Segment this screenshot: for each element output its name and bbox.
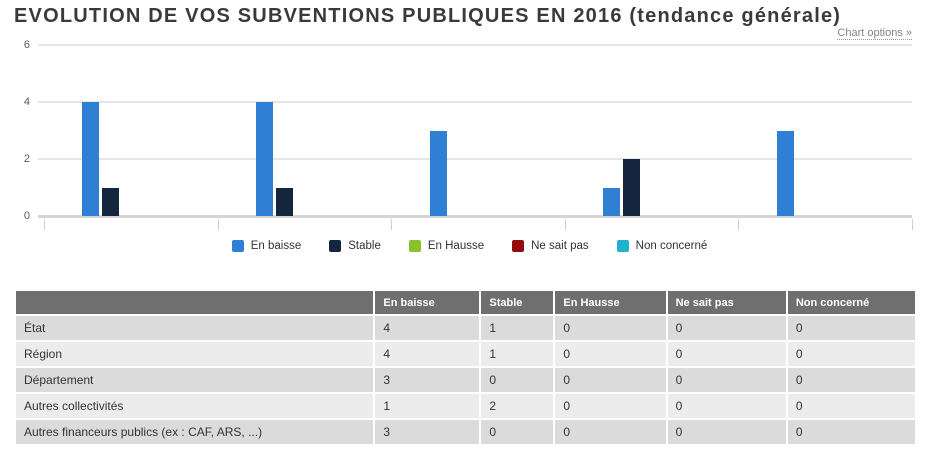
row-label-cell: État: [16, 316, 374, 340]
value-cell: 0: [555, 368, 666, 392]
x-axis-tick: [912, 219, 913, 230]
value-cell: 0: [787, 342, 915, 366]
value-cell: 0: [787, 316, 915, 340]
chart-legend: En baisse Stable En Hausse Ne sait pas Non c…: [0, 240, 939, 252]
bar[interactable]: [102, 187, 120, 216]
bar[interactable]: [603, 187, 621, 216]
bar[interactable]: [623, 159, 641, 216]
table-header-cell: [16, 291, 374, 314]
value-cell: 0: [667, 316, 786, 340]
x-axis-tick: [391, 219, 393, 230]
table-row: Région 4 1 0 0 0: [16, 342, 915, 366]
table-header-cell: Ne sait pas: [667, 291, 786, 314]
page-title: EVOLUTION DE VOS SUBVENTIONS PUBLIQUES E…: [14, 5, 842, 27]
table-header-cell: En Hausse: [555, 291, 666, 314]
x-axis-tick: [44, 219, 45, 230]
legend-item[interactable]: Stable: [329, 240, 381, 252]
row-label-cell: Autres collectivités: [16, 394, 374, 418]
x-axis-tick: [738, 219, 740, 230]
legend-item[interactable]: En baisse: [231, 240, 302, 252]
legend-swatch: [329, 240, 342, 252]
gridline: [38, 158, 912, 160]
table-row: État 4 1 0 0 0: [16, 316, 915, 340]
row-label-cell: Autres financeurs publics (ex : CAF, ARS…: [16, 420, 374, 444]
legend-swatch: [231, 240, 244, 252]
bar[interactable]: [429, 130, 447, 216]
table-body: État 4 1 0 0 0 Région 4 1 0 0 0 Département 3 0 0 0 0 Autr…: [16, 316, 915, 444]
y-axis-label: 4: [23, 96, 30, 108]
table-row: Autres collectivités 1 2 0 0 0: [16, 394, 915, 418]
table-header-cell: Stable: [481, 291, 554, 314]
legend-label: Non concerné: [635, 240, 708, 252]
y-axis-label: 6: [23, 39, 30, 51]
value-cell: 0: [787, 394, 915, 418]
value-cell: 1: [375, 394, 480, 418]
bar-chart: 0 2 4 6: [0, 39, 939, 234]
value-cell: 0: [787, 368, 915, 392]
row-label-cell: Département: [16, 368, 374, 392]
table-row: Département 3 0 0 0 0: [16, 368, 915, 392]
value-cell: 0: [555, 316, 666, 340]
bar[interactable]: [82, 102, 100, 216]
x-axis-tick: [217, 219, 219, 230]
table-header-row: En baisse Stable En Hausse Ne sait pas Non c…: [16, 291, 915, 314]
legend-label: Ne sait pas: [531, 240, 589, 252]
value-cell: 4: [375, 316, 480, 340]
chart-options-link[interactable]: Chart options »: [837, 27, 912, 40]
legend-label: Stable: [348, 240, 381, 252]
table-header-cell: Non concerné: [787, 291, 915, 314]
table-row: Autres financeurs publics (ex : CAF, ARS…: [16, 420, 915, 444]
legend-item[interactable]: Ne sait pas: [512, 240, 589, 252]
row-label-cell: Région: [16, 342, 374, 366]
value-cell: 0: [555, 342, 666, 366]
value-cell: 3: [375, 368, 480, 392]
legend-label: En baisse: [250, 240, 302, 252]
table-head: En baisse Stable En Hausse Ne sait pas Non c…: [16, 291, 915, 314]
value-cell: 0: [667, 394, 786, 418]
value-cell: 0: [481, 420, 554, 444]
legend-label: En Hausse: [427, 240, 485, 252]
value-cell: 4: [375, 342, 480, 366]
y-axis-label: 2: [23, 153, 30, 165]
value-cell: 0: [481, 368, 554, 392]
legend-item[interactable]: Non concerné: [616, 240, 708, 252]
bar[interactable]: [255, 102, 273, 216]
value-cell: 2: [481, 394, 554, 418]
data-table: En baisse Stable En Hausse Ne sait pas Non c…: [14, 289, 917, 446]
bar[interactable]: [776, 130, 794, 216]
value-cell: 0: [667, 342, 786, 366]
gridline: [38, 215, 912, 218]
y-axis-label: 0: [23, 210, 30, 222]
value-cell: 0: [555, 394, 666, 418]
gridline: [38, 44, 912, 46]
value-cell: 3: [375, 420, 480, 444]
value-cell: 0: [555, 420, 666, 444]
value-cell: 0: [667, 368, 786, 392]
value-cell: 0: [787, 420, 915, 444]
table-header-cell: En baisse: [375, 291, 480, 314]
value-cell: 1: [481, 342, 554, 366]
legend-swatch: [408, 240, 421, 252]
legend-item[interactable]: En Hausse: [408, 240, 485, 252]
x-axis-tick: [564, 219, 566, 230]
legend-swatch: [616, 240, 629, 252]
legend-swatch: [512, 240, 525, 252]
gridline: [38, 101, 912, 103]
value-cell: 0: [667, 420, 786, 444]
value-cell: 1: [481, 316, 554, 340]
bar[interactable]: [275, 187, 293, 216]
